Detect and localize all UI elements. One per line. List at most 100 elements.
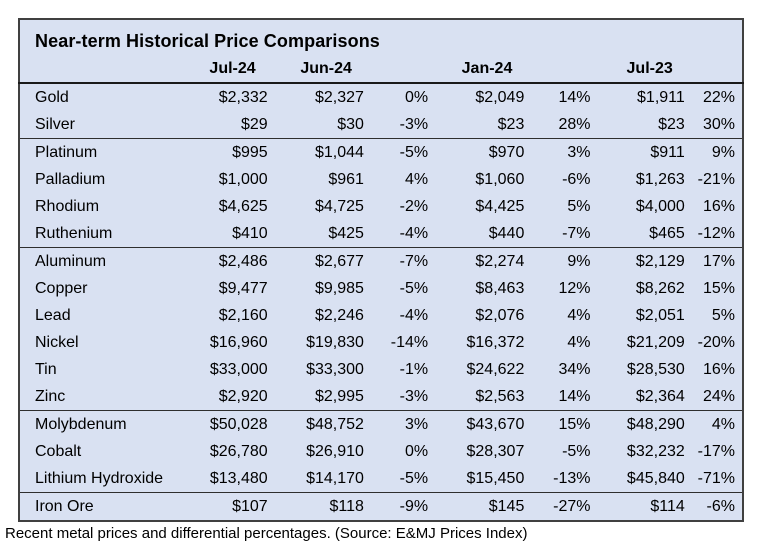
metal-name-cell: Tin [35,360,57,378]
metal-name-cell: Copper [35,279,88,297]
jun24-pct-cell: 0% [404,88,429,106]
jan24-price-cell: $24,622 [466,360,525,378]
jun24-pct-cell: -3% [399,115,429,133]
jun24-pct-cell: -4% [399,306,429,324]
table-row: Molybdenum $50,028 $48,752 3% $43,670 15… [19,410,743,438]
jul23-price-cell: $4,000 [635,197,685,215]
jul23-pct-cell: 17% [688,247,743,275]
jul23-pct-cell: 15% [702,279,735,297]
jun24-pct-cell: 4% [404,170,429,188]
jul23-price-cell: $28,530 [626,360,685,378]
jan24-price-cell: $8,463 [475,279,525,297]
jan24-pct-cell: 14% [558,88,591,106]
figure-caption: Recent metal prices and differential per… [5,525,528,542]
jul23-price-cell: $2,364 [635,387,685,405]
header-jan24-pct-spacer [528,54,595,84]
jul24-price-cell: $4,625 [218,197,268,215]
jun24-price-cell: $2,677 [271,247,368,275]
jul23-pct-cell: -20% [697,333,735,351]
table-row: Copper $9,477 $9,985 -5% $8,463 12% $8,2… [19,275,743,302]
jun24-pct-cell: -14% [390,333,429,351]
jul24-price-cell: $2,160 [218,306,268,324]
metal-name-cell: Aluminum [19,247,200,275]
jan24-pct-cell: 12% [558,279,591,297]
table-title: Near-term Historical Price Comparisons [35,30,380,51]
metal-name-cell: Palladium [35,170,106,188]
jan24-pct-cell: 3% [528,138,595,166]
jun24-pct-cell: -3% [399,387,429,405]
jun24-price-cell: $2,327 [314,88,364,106]
jul24-price-cell: $995 [199,138,272,166]
table-row: Lithium Hydroxide $13,480 $14,170 -5% $1… [19,465,743,493]
jun24-price-cell: $425 [328,224,364,242]
jul23-pct-cell: -21% [697,170,735,188]
metal-name-cell: Nickel [35,333,79,351]
jan24-price-cell: $1,060 [475,170,525,188]
table-title-row: Near-term Historical Price Comparisons [19,19,743,54]
jan24-pct-cell: 28% [558,115,591,133]
jan24-price-cell: $4,425 [475,197,525,215]
table-row: Tin $33,000 $33,300 -1% $24,622 34% $28,… [19,356,743,383]
metal-name-cell: Lead [35,306,71,324]
jul23-pct-cell: -6% [688,492,743,521]
header-jun24-pct-spacer [367,54,433,84]
jul24-price-cell: $107 [199,492,272,521]
jun24-price-cell: $14,170 [306,469,364,487]
jul24-price-cell: $13,480 [209,469,268,487]
table-row: Iron Ore $107 $118 -9% $145 -27% $114 -6… [19,492,743,521]
jul23-pct-cell: -12% [697,224,735,242]
jan24-pct-cell: -13% [553,469,591,487]
jun24-pct-cell: 3% [367,410,433,438]
jan24-pct-cell: -7% [562,224,591,242]
jul23-price-cell: $1,911 [637,88,685,106]
table-row: Gold $2,332 $2,327 0% $2,049 14% $1,911 … [19,83,743,111]
jul24-price-cell: $2,486 [199,247,272,275]
table-body: Gold $2,332 $2,327 0% $2,049 14% $1,911 … [19,83,743,521]
jul23-pct-cell: 16% [702,197,735,215]
jul23-pct-cell: -17% [697,442,735,460]
jul24-price-cell: $50,028 [199,410,272,438]
table-row: Lead $2,160 $2,246 -4% $2,076 4% $2,051 … [19,302,743,329]
jan24-pct-cell: -6% [562,170,591,188]
jun24-price-cell: $33,300 [306,360,364,378]
jun24-price-cell: $2,246 [314,306,364,324]
metal-name-cell: Lithium Hydroxide [35,469,164,487]
jun24-price-cell: $48,752 [271,410,368,438]
header-metal [19,54,200,84]
metal-name-cell: Iron Ore [19,492,200,521]
jan24-pct-cell: -5% [562,442,591,460]
jul23-pct-cell: 22% [702,88,735,106]
table-row: Platinum $995 $1,044 -5% $970 3% $911 9% [19,138,743,166]
jun24-pct-cell: 0% [404,442,429,460]
price-comparison-table: Near-term Historical Price Comparisons J… [18,18,744,522]
table-header-row: Jul-24 Jun-24 Jan-24 Jul-23 [19,54,743,84]
jun24-pct-cell: -5% [399,279,429,297]
table-row: Nickel $16,960 $19,830 -14% $16,372 4% $… [19,329,743,356]
jul23-price-cell: $8,262 [635,279,685,297]
jun24-pct-cell: -9% [367,492,433,521]
jun24-price-cell: $30 [337,115,364,133]
jun24-price-cell: $4,725 [314,197,364,215]
jan24-pct-cell: 9% [528,247,595,275]
jun24-pct-cell: -2% [399,197,429,215]
jul23-pct-cell: 9% [688,138,743,166]
jan24-pct-cell: 34% [558,360,591,378]
metal-name-cell: Zinc [35,387,66,405]
jan24-price-cell: $145 [432,492,529,521]
jul23-pct-cell: 4% [688,410,743,438]
jan24-pct-cell: 4% [567,333,591,351]
metal-name-cell: Molybdenum [19,410,200,438]
metal-name-cell: Cobalt [35,442,82,460]
header-jun24: Jun-24 [271,54,368,84]
metal-name-cell: Rhodium [35,197,100,215]
metal-name-cell: Gold [35,88,69,106]
table-row: Zinc $2,920 $2,995 -3% $2,563 14% $2,364… [19,383,743,411]
jul23-price-cell: $48,290 [594,410,689,438]
jun24-price-cell: $19,830 [306,333,364,351]
table-row: Silver $29 $30 -3% $23 28% $23 30% [19,111,743,139]
metal-name-cell: Ruthenium [35,224,113,242]
jan24-price-cell: $970 [432,138,529,166]
jun24-pct-cell: -7% [367,247,433,275]
jul24-price-cell: $26,780 [209,442,268,460]
